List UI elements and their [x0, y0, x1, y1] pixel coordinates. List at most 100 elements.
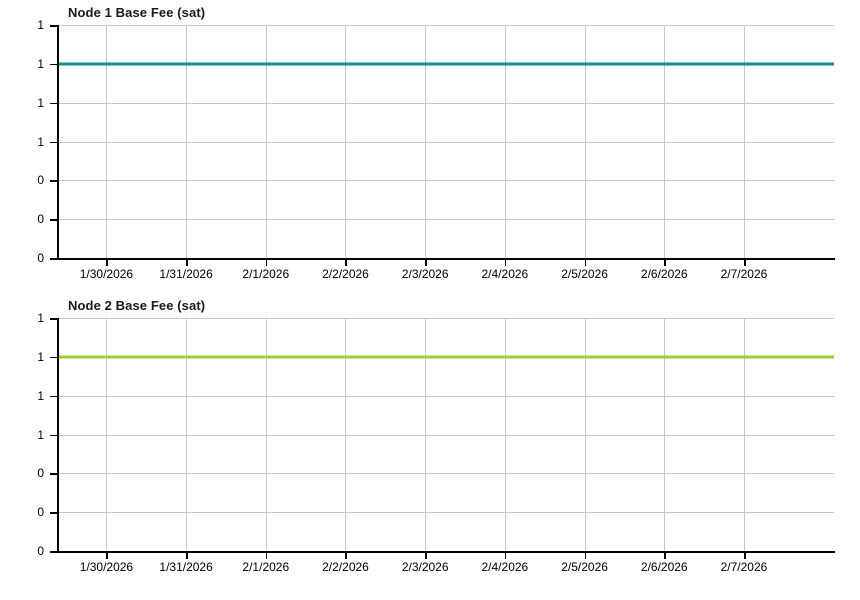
x-axis-tick-label: 1/31/2026 — [159, 560, 213, 574]
plot-area — [57, 318, 834, 552]
series-data-point — [583, 62, 587, 66]
chart-panel-node-2: Node 2 Base Fee (sat) 1 1 1 1 0 0 0 1/30/2026 1/… — [0, 293, 860, 588]
series-data-point — [423, 62, 427, 66]
x-axis-tick-label: 2/3/2026 — [401, 560, 449, 574]
series-data-point — [503, 62, 507, 66]
y-axis-tick — [50, 473, 58, 475]
y-gridline — [57, 318, 834, 319]
series-data-point — [343, 355, 347, 359]
x-axis-tick — [743, 259, 746, 266]
x-axis-tick — [743, 552, 746, 559]
x-gridline — [504, 318, 506, 551]
y-axis-tick — [50, 102, 58, 105]
series-data-point — [662, 62, 666, 66]
y-axis-tick-label: 1 — [37, 134, 44, 149]
series-data-point — [184, 355, 188, 359]
y-gridline — [57, 102, 834, 104]
series-data-point — [264, 62, 268, 66]
y-gridline — [57, 473, 834, 475]
series-data-point — [742, 355, 746, 359]
series-line — [57, 355, 834, 359]
x-axis-tick-label: 2/3/2026 — [401, 267, 449, 281]
x-axis-line — [57, 551, 835, 553]
x-axis-tick-label: 1/31/2026 — [159, 267, 213, 281]
series-data-point — [742, 62, 746, 66]
y-gridline — [57, 434, 834, 436]
x-axis-tick — [664, 259, 666, 266]
x-axis-tick-label: 1/30/2026 — [79, 560, 134, 574]
y-axis-tick — [50, 180, 58, 182]
y-axis-tick — [50, 258, 58, 260]
x-axis-tick-label: 2/1/2026 — [242, 267, 290, 281]
x-axis-tick — [584, 552, 587, 559]
series-data-point — [583, 355, 587, 359]
y-axis-tick-label: 1 — [37, 311, 44, 325]
y-axis-tick-label: 1 — [37, 56, 44, 71]
x-axis-tick-label: 2/5/2026 — [561, 267, 608, 281]
x-axis-tick-label: 2/6/2026 — [640, 267, 688, 281]
x-gridline — [345, 318, 347, 551]
y-axis-tick — [50, 318, 58, 320]
x-axis-tick — [106, 552, 108, 559]
x-axis-tick — [265, 259, 268, 266]
x-axis-tick-label: 2/7/2026 — [720, 267, 768, 281]
x-gridline — [425, 318, 427, 551]
x-axis-tick — [186, 259, 188, 266]
series-data-point — [423, 355, 427, 359]
y-axis-tick-label: 0 — [37, 544, 44, 558]
x-gridline — [106, 25, 108, 258]
x-gridline — [664, 318, 666, 551]
x-gridline — [106, 318, 108, 551]
y-axis-tick-label: 1 — [37, 95, 44, 110]
x-axis-tick — [186, 552, 188, 559]
series-data-point — [184, 62, 188, 66]
y-axis-tick — [50, 63, 58, 66]
x-axis-tick — [664, 552, 666, 559]
x-axis-tick-label: 2/1/2026 — [242, 560, 290, 574]
chart-panel-node-1: Node 1 Base Fee (sat) 1 1 1 1 0 0 0 1/30/2026 1/… — [0, 0, 860, 295]
y-axis-tick — [50, 434, 58, 437]
y-axis-tick-label: 1 — [37, 427, 44, 442]
x-axis-tick — [504, 552, 507, 559]
x-gridline — [664, 25, 666, 258]
y-gridline — [57, 219, 834, 221]
x-axis-line — [57, 258, 835, 260]
x-gridline — [345, 25, 347, 258]
y-axis-tick — [50, 551, 58, 553]
y-gridline — [57, 395, 834, 397]
y-gridline — [57, 141, 834, 143]
series-data-point — [104, 62, 108, 66]
x-axis-tick-label: 2/7/2026 — [720, 560, 768, 574]
y-axis-tick-label: 1 — [37, 349, 44, 364]
x-gridline — [265, 318, 267, 551]
x-gridline — [186, 25, 188, 258]
y-gridline — [57, 512, 834, 514]
y-axis-tick — [50, 219, 58, 221]
x-axis-tick-label: 2/2/2026 — [322, 560, 369, 574]
y-axis-tick-label: 1 — [37, 388, 44, 403]
y-axis-tick — [50, 395, 58, 398]
chart-title: Node 1 Base Fee (sat) — [68, 5, 206, 20]
x-axis-tick — [345, 552, 348, 559]
y-gridline — [57, 25, 834, 26]
x-axis-tick-label: 2/5/2026 — [561, 560, 608, 574]
x-gridline — [425, 25, 427, 258]
series-data-point — [503, 355, 507, 359]
y-axis-tick-label: 0 — [37, 173, 44, 188]
series-data-point — [662, 355, 666, 359]
x-axis-tick-label: 2/6/2026 — [640, 560, 688, 574]
y-axis-tick — [50, 25, 58, 27]
y-axis-tick-label: 0 — [37, 466, 44, 481]
x-gridline — [186, 318, 188, 551]
y-gridline — [57, 180, 834, 182]
x-axis-tick — [425, 552, 427, 559]
x-gridline — [584, 318, 586, 551]
plot-area — [57, 25, 834, 259]
series-data-point — [104, 355, 108, 359]
x-gridline — [504, 25, 506, 258]
x-axis-tick — [265, 552, 268, 559]
y-axis-tick — [50, 356, 58, 359]
x-axis-tick-label: 2/4/2026 — [481, 560, 529, 574]
x-axis-tick — [106, 259, 108, 266]
